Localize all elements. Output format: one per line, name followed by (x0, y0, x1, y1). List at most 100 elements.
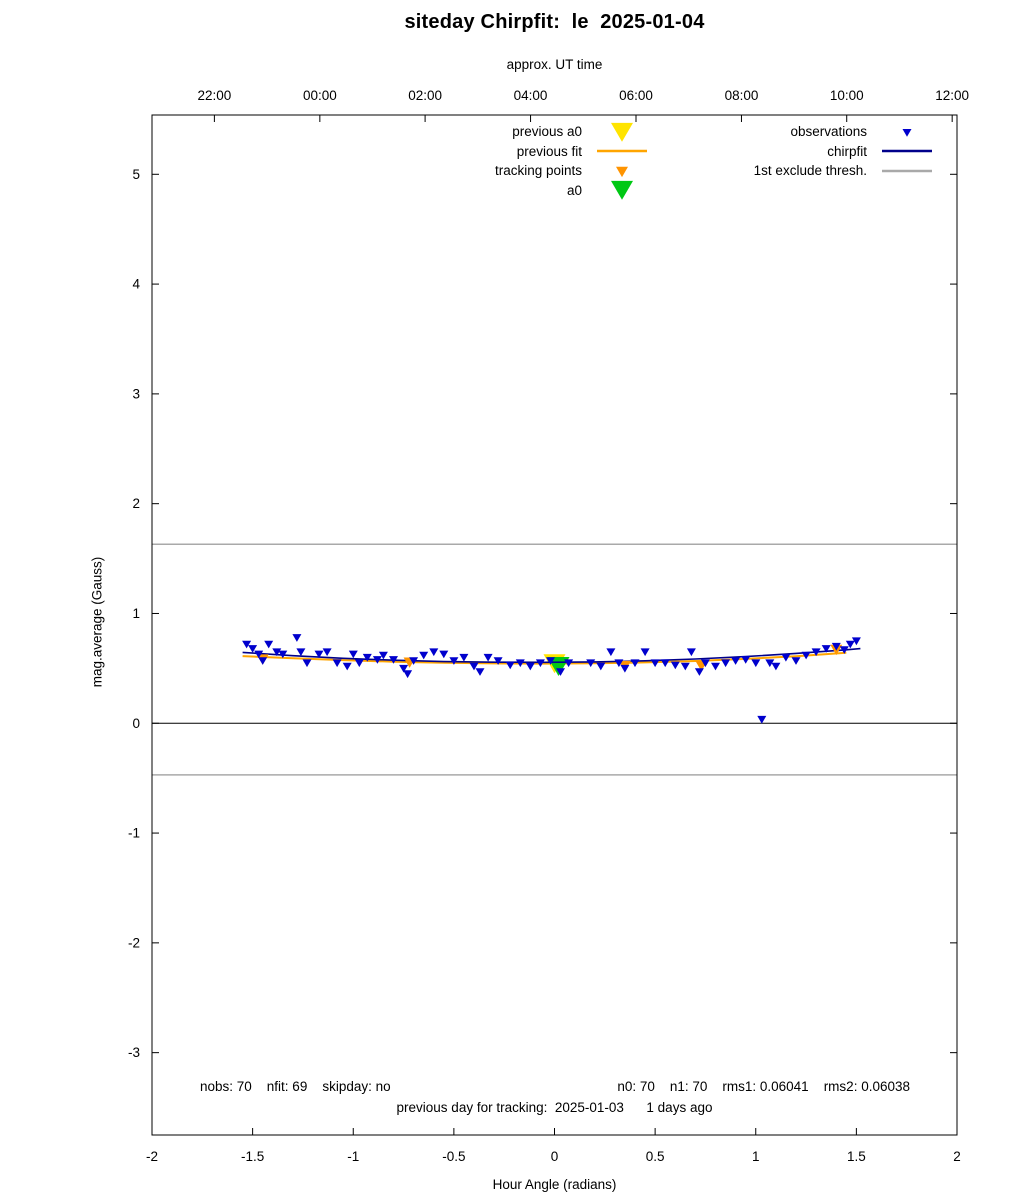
observations-point (409, 657, 419, 665)
observations-point (525, 662, 535, 671)
tracking-info: previous day for tracking: 2025-01-03 1 … (396, 1100, 713, 1115)
observations-point (272, 648, 282, 657)
observations-point (469, 662, 479, 671)
legend-marker-previous-a0 (611, 122, 633, 142)
top-tick-label: 08:00 (725, 88, 759, 103)
observations-point (731, 657, 741, 665)
observations-point (254, 650, 264, 659)
plot-border (151, 114, 958, 1136)
observations-point (378, 651, 388, 660)
legend-label: tracking points (494, 163, 582, 179)
x-tick-label: -2 (146, 1149, 158, 1164)
top-tick-label: 04:00 (514, 88, 548, 103)
observations-marker-sample (902, 128, 912, 137)
x-tick-label: 2 (953, 1149, 961, 1164)
observations-point (429, 648, 439, 657)
observations-point (811, 648, 821, 657)
legend-marker-observations (902, 128, 912, 137)
observations-point (505, 661, 515, 670)
observations-point (475, 668, 485, 676)
y-tick-label: 2 (132, 496, 140, 511)
legend-marker-1st-exclude-thresh (882, 169, 932, 172)
observations-point (596, 662, 606, 671)
observations-point (620, 664, 630, 673)
legend-item-tracking-points: tracking points (370, 161, 650, 181)
legend-marker-tracking-points (616, 166, 628, 177)
top-tick-label: 02:00 (408, 88, 442, 103)
observations-point (640, 648, 650, 657)
observations-point (419, 651, 429, 660)
observations-point (630, 659, 640, 668)
legend-label: previous fit (516, 143, 582, 159)
legend-item-a0: a0 (370, 181, 650, 201)
observations-point (845, 640, 855, 649)
observations-point (354, 659, 364, 668)
observations-point (839, 646, 849, 654)
y-axis-label: mag.average (Gauss) (89, 556, 105, 688)
observations-point (348, 650, 358, 659)
observations-point (296, 648, 306, 657)
observations-point (264, 640, 274, 649)
observations-point (258, 657, 268, 665)
legend-left-column: previous a0 previous fit tracking points a0 (370, 122, 650, 201)
observations-point (851, 637, 861, 646)
x-tick-label: 0.5 (646, 1149, 665, 1164)
observations-point (389, 656, 398, 664)
legend-item-previous-a0: previous a0 (370, 122, 650, 142)
observations-point (292, 634, 302, 642)
top-tick-label: 22:00 (197, 88, 231, 103)
observations-point (362, 653, 372, 662)
y-tick-label: 4 (132, 277, 140, 292)
observations-point (546, 657, 555, 665)
top-axis-label: approx. UT time (506, 57, 603, 72)
stats-right: n0: 70 n1: 70 rms1: 0.06041 rms2: 0.0603… (617, 1079, 910, 1094)
previous-a0-marker-sample (611, 122, 633, 142)
observations-point (650, 659, 660, 668)
legend-marker-previous-fit (597, 150, 647, 153)
observations-point (741, 656, 751, 664)
observations-point (564, 659, 574, 668)
observations-point (791, 657, 801, 665)
observations-point (781, 653, 791, 662)
observations-point (449, 657, 459, 665)
a0-marker-sample (611, 181, 633, 201)
observations-point (399, 664, 409, 673)
y-tick-label: -2 (128, 935, 140, 950)
stats-line: nobs: 70 nfit: 69 skipday: no n0: 70 n1:… (200, 1079, 910, 1094)
observations-point (614, 659, 624, 668)
observations-point (801, 651, 811, 660)
legend-label: observations (790, 124, 867, 140)
observations-point (711, 662, 720, 671)
observations-point (670, 661, 680, 670)
tracking-points-marker-sample (616, 166, 628, 177)
x-tick-label: -0.5 (442, 1149, 465, 1164)
observations-point (248, 645, 258, 653)
observations-point (342, 662, 352, 671)
observations-point (483, 653, 493, 662)
y-tick-label: 5 (132, 167, 140, 182)
observations-point (680, 662, 690, 671)
observations-point (332, 659, 342, 668)
observations-point (322, 648, 332, 657)
legend-item-chirpfit: chirpfit (650, 142, 935, 162)
observations-point (302, 659, 312, 668)
observations-point (515, 659, 525, 668)
legend-item-previous-fit: previous fit (370, 142, 650, 162)
observations-point (765, 659, 775, 668)
legend-item-observations: observations (650, 122, 935, 142)
observations-point (314, 650, 324, 659)
x-tick-label: 1.5 (847, 1149, 866, 1164)
x-tick-label: 0 (551, 1149, 559, 1164)
observations-point (493, 657, 503, 665)
observations-point (660, 659, 670, 668)
x-tick-label: -1.5 (241, 1149, 264, 1164)
observations-point (831, 642, 841, 651)
observations-point (439, 650, 449, 659)
legend-marker-a0 (611, 181, 633, 201)
y-tick-label: 3 (132, 386, 140, 401)
observations-point (278, 650, 288, 659)
stats-left: nobs: 70 nfit: 69 skipday: no (200, 1079, 391, 1094)
y-tick-label: -1 (128, 826, 140, 841)
observations-point (757, 715, 767, 724)
